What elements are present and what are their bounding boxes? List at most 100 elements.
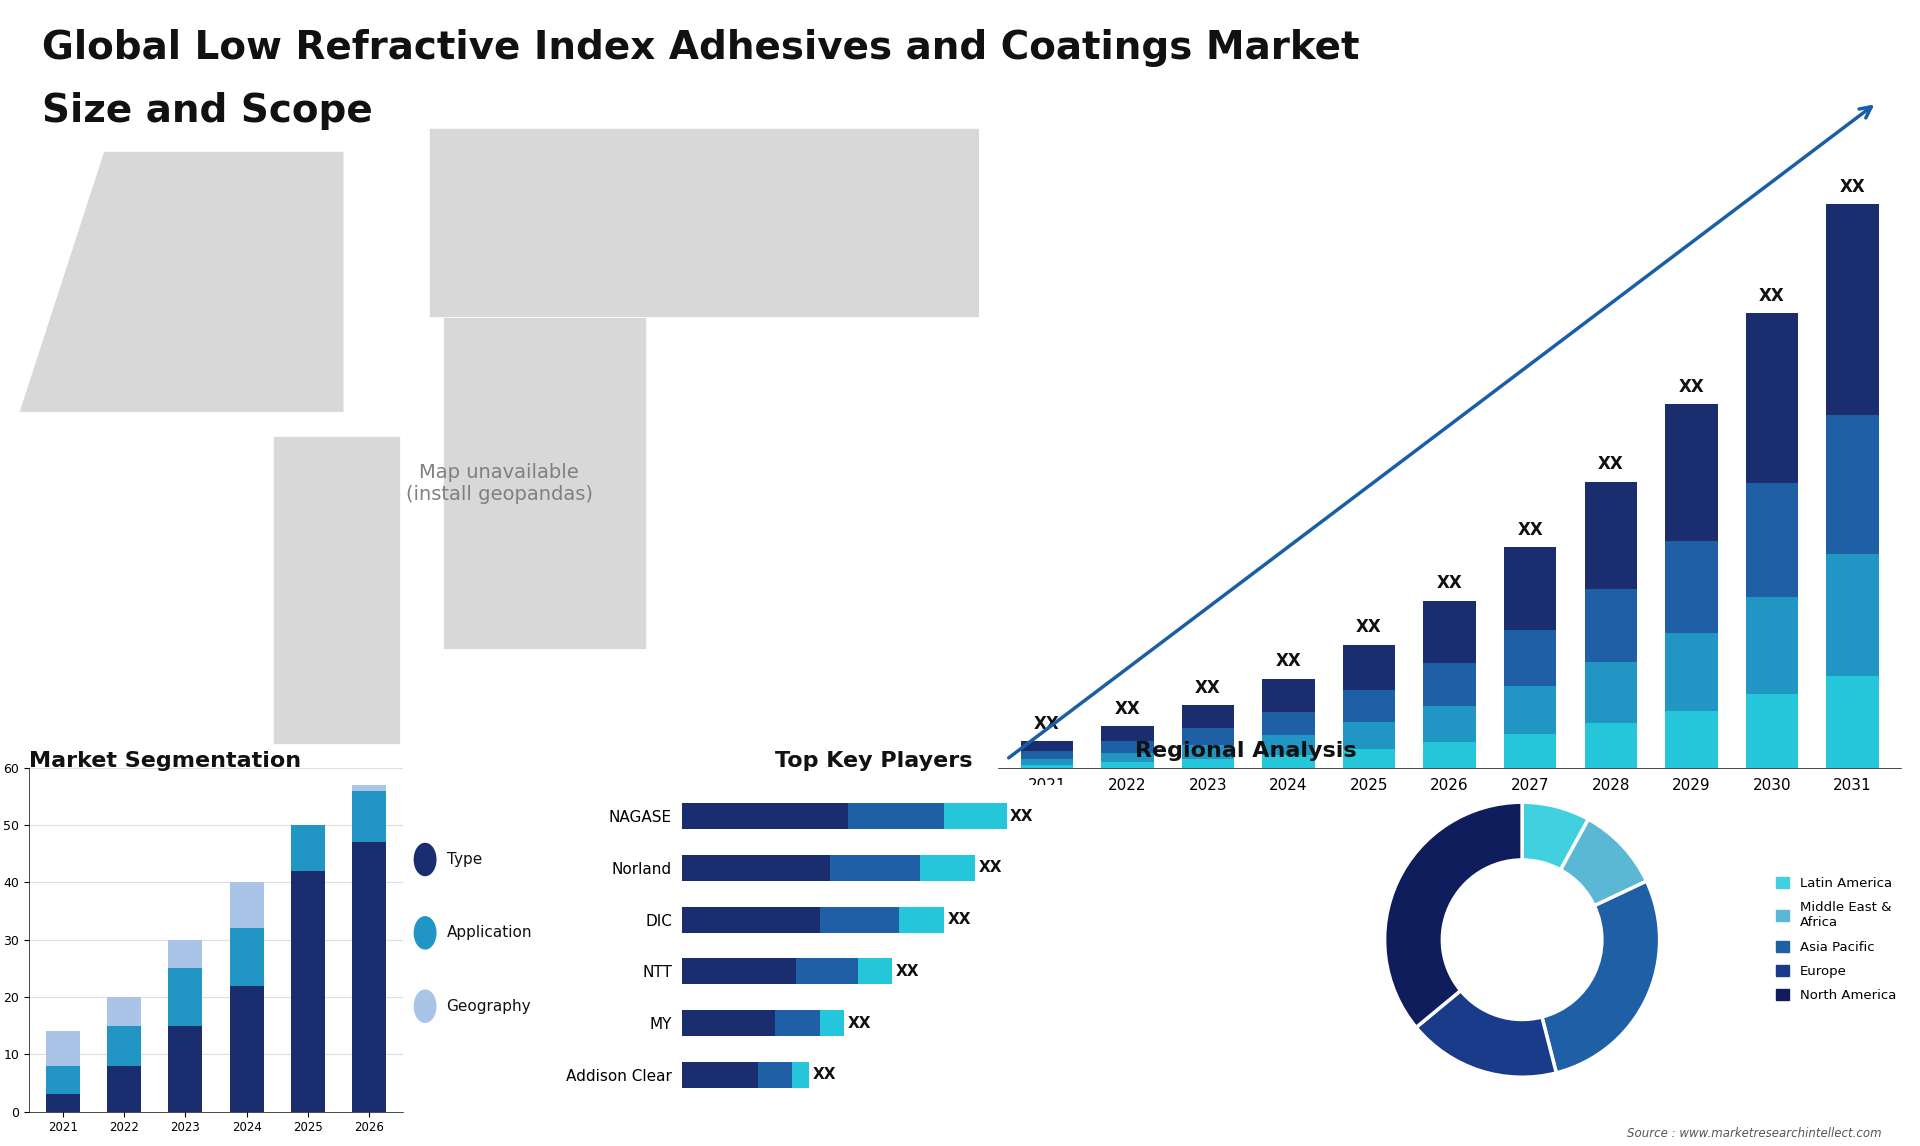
Title: Regional Analysis: Regional Analysis	[1135, 740, 1357, 761]
Bar	[1423, 662, 1476, 706]
Circle shape	[415, 843, 436, 876]
Bar	[292, 871, 324, 1112]
Bar	[795, 958, 858, 984]
Bar	[1826, 204, 1878, 415]
Polygon shape	[19, 151, 344, 413]
Bar	[682, 1010, 776, 1036]
Bar	[1665, 405, 1718, 541]
Bar	[682, 906, 820, 933]
Bar	[682, 855, 829, 881]
Bar	[1021, 759, 1073, 764]
Bar	[899, 906, 945, 933]
Bar	[46, 1094, 79, 1112]
Bar	[820, 1010, 845, 1036]
Text: XX: XX	[1114, 700, 1140, 719]
Text: Type: Type	[447, 851, 482, 868]
Text: Size and Scope: Size and Scope	[42, 92, 372, 129]
Text: XX: XX	[812, 1067, 837, 1082]
Bar	[1021, 741, 1073, 752]
Bar	[1102, 762, 1154, 768]
Bar	[820, 906, 899, 933]
Wedge shape	[1561, 819, 1647, 905]
Text: XX: XX	[897, 964, 920, 979]
Text: XX: XX	[1010, 809, 1033, 824]
Bar	[292, 825, 324, 871]
Text: XX: XX	[1275, 652, 1302, 670]
Wedge shape	[1417, 990, 1557, 1077]
Bar	[920, 855, 975, 881]
Bar	[169, 968, 202, 1026]
Bar	[1745, 313, 1797, 482]
Bar	[1342, 748, 1396, 768]
Polygon shape	[444, 317, 645, 650]
Text: Geography: Geography	[447, 998, 532, 1014]
Bar	[1584, 481, 1638, 589]
Bar	[230, 882, 263, 928]
Bar	[353, 785, 386, 791]
Text: Global Low Refractive Index Adhesives and Coatings Market: Global Low Refractive Index Adhesives an…	[42, 29, 1359, 66]
Text: XX: XX	[1356, 618, 1382, 636]
Bar	[1342, 645, 1396, 690]
Bar	[1665, 633, 1718, 711]
Text: XX: XX	[1759, 286, 1786, 305]
Bar	[1181, 745, 1235, 759]
Text: Market Segmentation: Market Segmentation	[29, 751, 301, 770]
Bar	[1745, 597, 1797, 694]
Wedge shape	[1384, 802, 1523, 1027]
Bar	[108, 997, 140, 1026]
Bar	[1826, 676, 1878, 768]
Text: Source : www.marketresearchintellect.com: Source : www.marketresearchintellect.com	[1626, 1128, 1882, 1140]
Bar	[1261, 754, 1315, 768]
Bar	[793, 1062, 810, 1088]
Legend: Latin America, Middle East &
Africa, Asia Pacific, Europe, North America: Latin America, Middle East & Africa, Asi…	[1770, 872, 1901, 1007]
Bar	[1102, 753, 1154, 762]
Bar	[1423, 601, 1476, 662]
Bar	[1503, 630, 1557, 686]
Bar	[353, 842, 386, 1112]
Bar	[1745, 482, 1797, 597]
Bar	[1261, 678, 1315, 712]
Text: XX: XX	[979, 861, 1002, 876]
Text: Application: Application	[447, 925, 532, 941]
Bar	[1826, 554, 1878, 676]
Bar	[108, 1066, 140, 1112]
Polygon shape	[428, 127, 979, 317]
Bar	[1261, 712, 1315, 735]
Wedge shape	[1523, 802, 1588, 870]
Bar	[1423, 706, 1476, 743]
Text: XX: XX	[948, 912, 972, 927]
Bar	[169, 940, 202, 968]
Bar	[1584, 662, 1638, 723]
Text: XX: XX	[1033, 715, 1060, 733]
Bar	[1503, 547, 1557, 630]
Bar	[108, 1026, 140, 1066]
Bar	[1021, 752, 1073, 759]
Wedge shape	[1542, 881, 1659, 1073]
Circle shape	[415, 917, 436, 949]
Bar	[1745, 694, 1797, 768]
Bar	[1181, 728, 1235, 745]
Bar	[169, 1026, 202, 1112]
Bar	[1342, 690, 1396, 722]
Bar	[1423, 743, 1476, 768]
Bar	[682, 958, 795, 984]
Text: XX: XX	[1194, 678, 1221, 697]
Bar	[1102, 741, 1154, 753]
Bar	[1261, 735, 1315, 754]
Bar	[1021, 764, 1073, 768]
Bar	[46, 1031, 79, 1066]
Bar	[682, 803, 847, 829]
Bar	[1665, 541, 1718, 633]
Bar	[1503, 733, 1557, 768]
Bar	[847, 803, 945, 829]
Bar	[1342, 722, 1396, 748]
Bar	[1102, 727, 1154, 741]
Text: XX: XX	[1436, 574, 1463, 592]
Bar	[1584, 589, 1638, 662]
Bar	[353, 791, 386, 842]
Bar	[776, 1010, 820, 1036]
Bar	[1181, 759, 1235, 768]
Bar	[230, 986, 263, 1112]
Bar	[682, 1062, 758, 1088]
Bar	[858, 958, 893, 984]
